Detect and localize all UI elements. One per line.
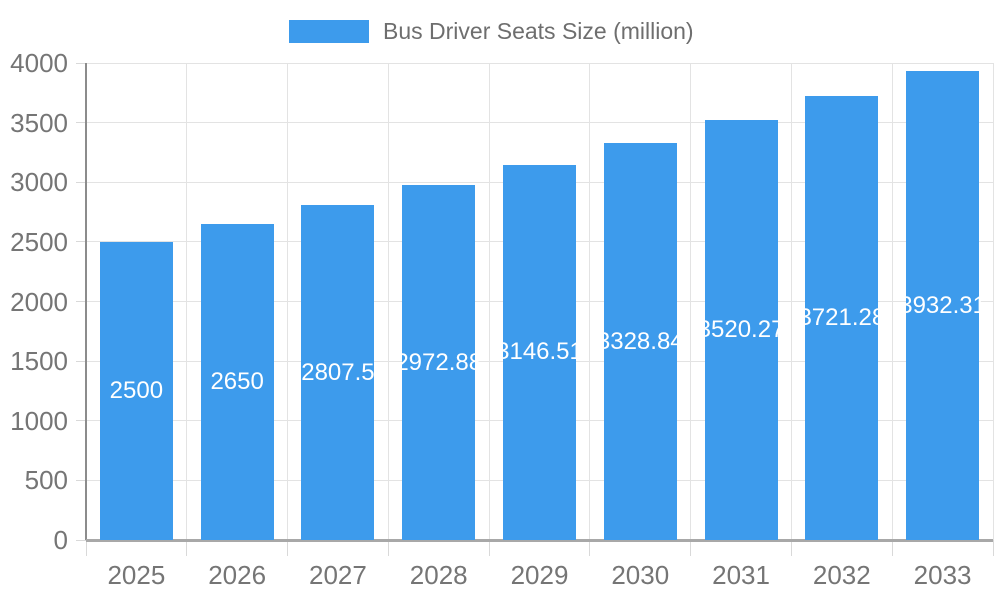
y-axis-label: 500 bbox=[24, 465, 68, 496]
x-axis-label: 2030 bbox=[611, 560, 670, 590]
y-axis-label: 4000 bbox=[10, 48, 68, 78]
x-axis-label: 2029 bbox=[510, 560, 569, 590]
y-axis-tick bbox=[76, 181, 86, 183]
y-axis-tick bbox=[76, 539, 86, 541]
bar-value-label: 2650 bbox=[210, 367, 264, 395]
bar[interactable]: 2500 bbox=[99, 241, 173, 540]
x-axis-label: 2031 bbox=[712, 560, 770, 590]
x-axis-line bbox=[86, 539, 993, 542]
y-axis-tick bbox=[76, 479, 86, 481]
x-axis-tick bbox=[488, 540, 490, 556]
x-gridline bbox=[992, 63, 994, 540]
y-axis-label: 1000 bbox=[10, 405, 68, 436]
bar[interactable]: 2650 bbox=[200, 223, 274, 540]
y-axis-tick bbox=[76, 420, 86, 422]
y-axis-tick bbox=[76, 241, 86, 243]
bar[interactable]: 3328.84 bbox=[597, 143, 684, 540]
x-gridline bbox=[891, 63, 893, 540]
x-axis-label: 2033 bbox=[913, 560, 972, 590]
y-axis-tick bbox=[76, 360, 86, 362]
bar[interactable]: 2972.88 bbox=[395, 185, 482, 540]
x-axis-tick bbox=[186, 540, 188, 556]
bar[interactable]: 3146.51 bbox=[496, 164, 583, 540]
bar-value-label: 3721.28 bbox=[798, 304, 886, 332]
bar[interactable]: 3932.31 bbox=[899, 71, 986, 540]
x-axis-tick bbox=[387, 540, 389, 556]
x-axis-tick bbox=[790, 540, 792, 556]
x-gridline bbox=[387, 63, 389, 540]
x-axis-label: 2032 bbox=[812, 560, 871, 590]
x-gridline bbox=[589, 63, 591, 540]
bar-value-label: 2972.88 bbox=[395, 348, 483, 376]
x-gridline bbox=[287, 63, 289, 540]
bar-value-label: 3932.31 bbox=[899, 291, 986, 319]
x-gridline bbox=[690, 63, 692, 540]
bar-value-label: 2500 bbox=[109, 376, 164, 404]
y-axis-label: 3000 bbox=[10, 167, 68, 198]
y-axis-tick bbox=[76, 301, 86, 302]
x-axis-label: 2028 bbox=[409, 560, 468, 590]
x-axis-tick bbox=[690, 540, 692, 556]
y-axis-label: 2000 bbox=[10, 286, 68, 317]
bar[interactable]: 2807.5 bbox=[301, 205, 375, 540]
bar-value-label: 3328.84 bbox=[596, 327, 684, 355]
x-gridline bbox=[488, 63, 490, 540]
y-axis-label: 0 bbox=[53, 525, 68, 555]
x-axis-tick bbox=[992, 540, 994, 556]
x-gridline bbox=[790, 63, 792, 540]
x-axis-tick bbox=[589, 540, 591, 556]
legend-item[interactable]: Bus Driver Seats Size (million) bbox=[289, 18, 694, 45]
legend-swatch-icon bbox=[289, 20, 369, 43]
y-gridline bbox=[86, 122, 993, 124]
bar-value-label: 2807.5 bbox=[301, 358, 375, 386]
legend-label: Bus Driver Seats Size (million) bbox=[383, 18, 694, 44]
bar-value-label: 3520.27 bbox=[697, 316, 785, 344]
bar[interactable]: 3721.28 bbox=[798, 96, 885, 540]
x-axis-label: 2025 bbox=[107, 560, 166, 590]
x-gridline bbox=[186, 63, 188, 540]
y-axis-tick bbox=[76, 122, 86, 124]
bar[interactable]: 3520.27 bbox=[698, 120, 784, 540]
x-axis-tick bbox=[891, 540, 893, 556]
y-axis-tick bbox=[76, 62, 86, 64]
x-axis-label: 2027 bbox=[309, 560, 367, 590]
y-axis-line bbox=[85, 63, 87, 540]
y-axis-label: 3500 bbox=[10, 107, 68, 138]
y-axis-label: 2500 bbox=[10, 226, 68, 257]
x-axis-tick bbox=[85, 540, 87, 556]
y-axis-label: 1500 bbox=[10, 346, 68, 377]
x-axis-label: 2026 bbox=[208, 560, 267, 590]
bar-value-label: 3146.51 bbox=[496, 338, 583, 366]
y-gridline bbox=[86, 62, 993, 64]
x-axis-tick bbox=[287, 540, 289, 556]
